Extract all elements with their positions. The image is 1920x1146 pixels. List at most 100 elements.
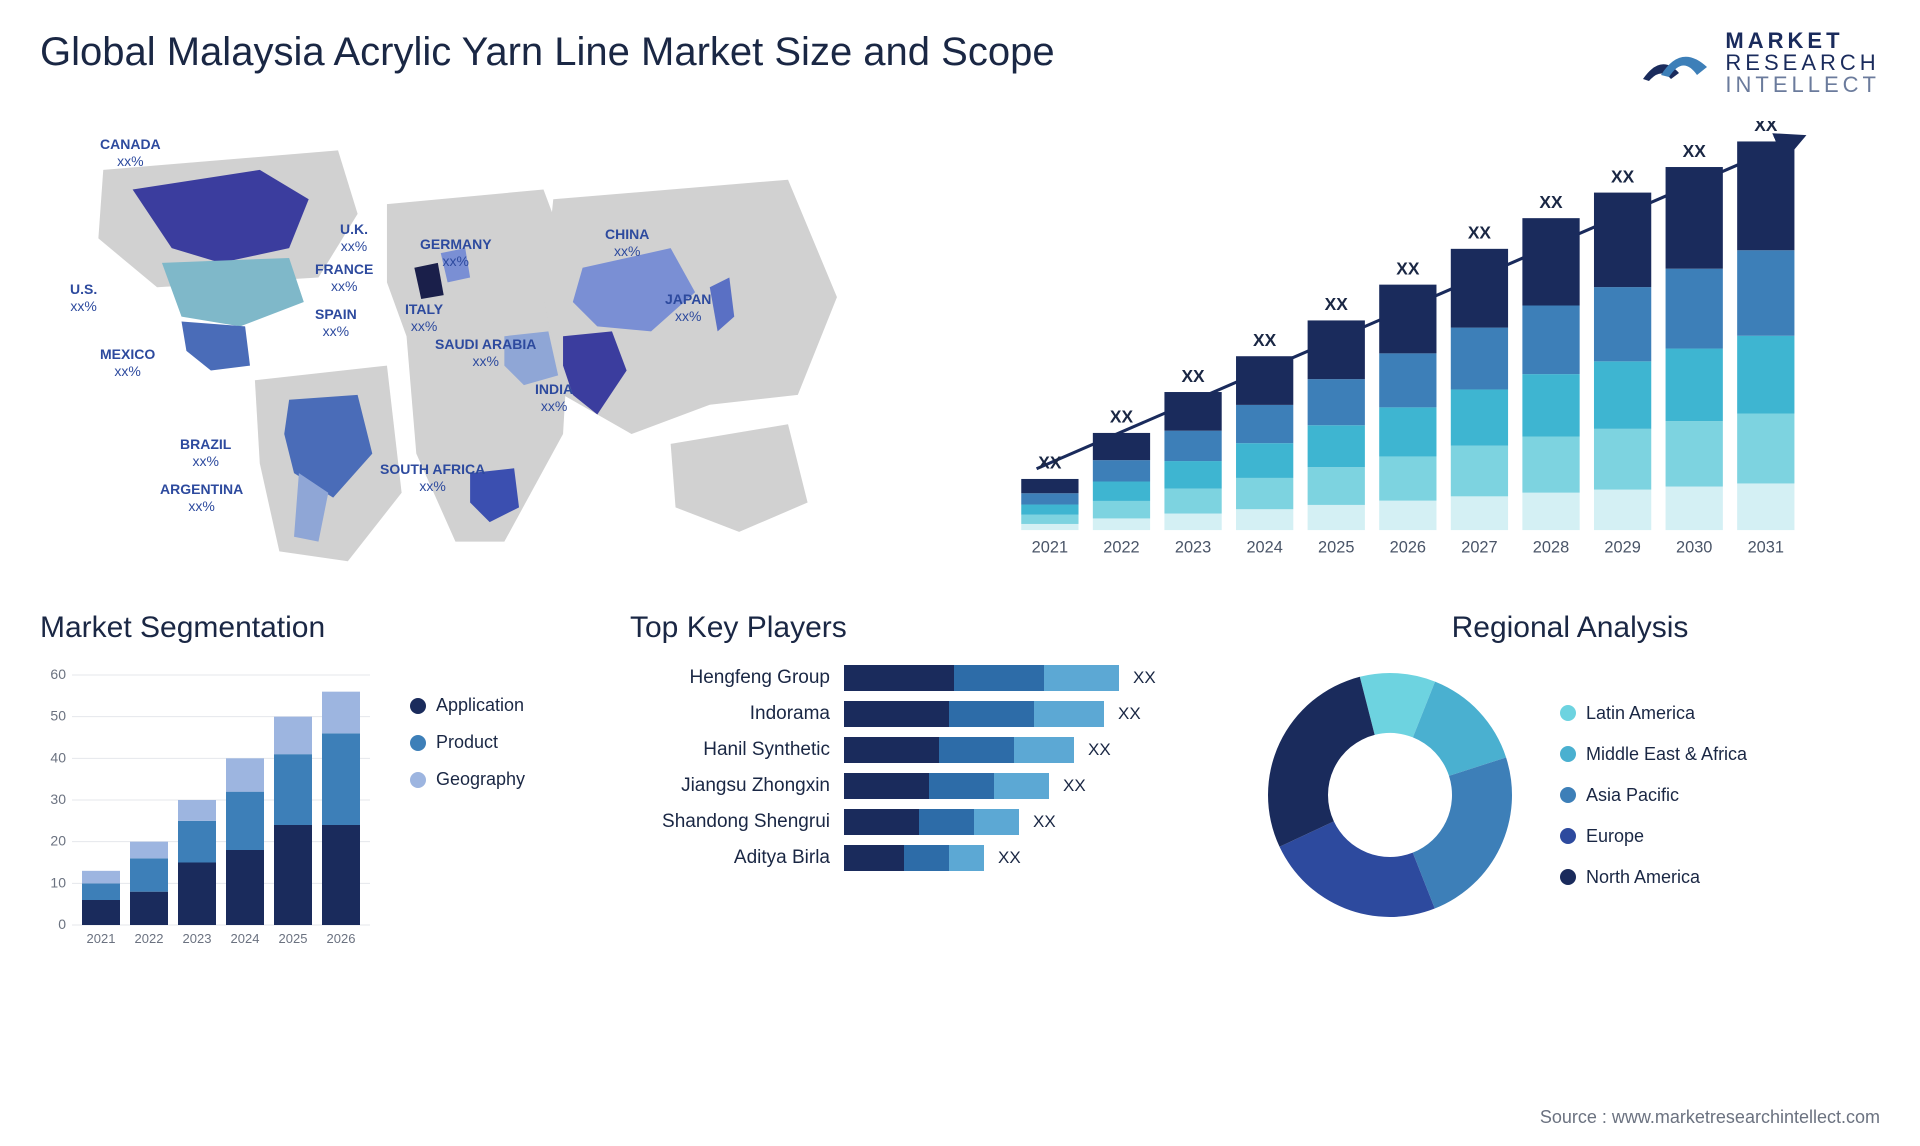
forecast-chart-svg: XX2021XX2022XX2023XX2024XX2025XX2026XX20… <box>950 121 1880 571</box>
player-name: Shandong Shengrui <box>630 811 830 833</box>
player-value: XX <box>1133 668 1156 688</box>
forecast-bar-label: XX <box>1683 141 1707 161</box>
seg-bar-seg <box>274 717 312 755</box>
seg-legend-item: Geography <box>410 769 525 790</box>
map-label-china: CHINAxx% <box>605 226 649 260</box>
forecast-bar-seg <box>1308 320 1365 379</box>
segmentation-title: Market Segmentation <box>40 611 580 645</box>
forecast-chart-panel: XX2021XX2022XX2023XX2024XX2025XX2026XX20… <box>950 121 1880 571</box>
forecast-year-label: 2029 <box>1604 539 1640 557</box>
forecast-bar-seg <box>1236 443 1293 478</box>
seg-bar-seg <box>130 892 168 925</box>
player-bar <box>844 809 1019 835</box>
map-label-germany: GERMANYxx% <box>420 236 492 270</box>
regional-legend: Latin AmericaMiddle East & AfricaAsia Pa… <box>1560 703 1747 888</box>
forecast-bar-label: XX <box>1396 258 1420 278</box>
forecast-bar-seg <box>1451 496 1508 530</box>
regional-legend-item: Asia Pacific <box>1560 785 1747 806</box>
player-value: XX <box>998 848 1021 868</box>
forecast-bar-seg <box>1594 287 1651 361</box>
forecast-bar-label: XX <box>1253 330 1277 350</box>
svg-text:40: 40 <box>50 749 66 765</box>
player-row: Aditya BirlaXX <box>630 845 1210 871</box>
segmentation-panel: Market Segmentation 01020304050602021202… <box>40 611 580 991</box>
forecast-bar-seg <box>1451 389 1508 445</box>
forecast-bar-seg <box>1737 336 1794 414</box>
forecast-bar-seg <box>1093 501 1150 518</box>
forecast-bar-seg <box>1737 141 1794 250</box>
segmentation-legend: ApplicationProductGeography <box>410 665 525 955</box>
forecast-bar-seg <box>1021 515 1078 524</box>
forecast-bar-label: XX <box>1110 407 1134 427</box>
forecast-bar-seg <box>1236 356 1293 405</box>
forecast-bar-seg <box>1308 379 1365 425</box>
forecast-bar-seg <box>1666 487 1723 531</box>
forecast-bar-seg <box>1236 509 1293 530</box>
forecast-bar-seg <box>1021 505 1078 515</box>
player-name: Indorama <box>630 703 830 725</box>
player-value: XX <box>1033 812 1056 832</box>
seg-bar-seg <box>226 758 264 791</box>
forecast-bar-seg <box>1451 328 1508 390</box>
seg-bar-seg <box>322 692 360 734</box>
forecast-year-label: 2026 <box>1390 539 1426 557</box>
key-players-panel: Top Key Players Hengfeng GroupXXIndorama… <box>630 611 1210 991</box>
seg-bar-seg <box>178 863 216 926</box>
forecast-bar-seg <box>1522 374 1579 436</box>
player-value: XX <box>1063 776 1086 796</box>
world-map-panel: CANADAxx%U.S.xx%MEXICOxx%BRAZILxx%ARGENT… <box>40 121 910 571</box>
svg-text:60: 60 <box>50 666 66 682</box>
map-label-canada: CANADAxx% <box>100 136 161 170</box>
forecast-bar-seg <box>1379 456 1436 500</box>
seg-bar-seg <box>274 754 312 825</box>
seg-bar-seg <box>226 792 264 850</box>
donut-chart-svg <box>1260 665 1520 925</box>
forecast-bar-seg <box>1164 392 1221 431</box>
svg-text:0: 0 <box>58 916 66 932</box>
logo-line3: INTELLECT <box>1725 74 1880 96</box>
forecast-bar-seg <box>1379 407 1436 456</box>
seg-bar-seg <box>82 900 120 925</box>
player-value: XX <box>1088 740 1111 760</box>
forecast-year-label: 2024 <box>1246 539 1282 557</box>
regional-legend-item: Latin America <box>1560 703 1747 724</box>
seg-bar-seg <box>82 871 120 884</box>
seg-bar-seg <box>178 821 216 863</box>
forecast-bar-seg <box>1522 306 1579 375</box>
map-label-brazil: BRAZILxx% <box>180 436 231 470</box>
player-row: Shandong Shengrui XX <box>630 809 1210 835</box>
seg-year-label: 2022 <box>135 931 164 946</box>
forecast-bar-seg <box>1666 421 1723 486</box>
forecast-year-label: 2027 <box>1461 539 1497 557</box>
seg-year-label: 2025 <box>279 931 308 946</box>
forecast-bar-seg <box>1236 405 1293 443</box>
player-name: Hanil Synthetic <box>630 739 830 761</box>
forecast-bar-seg <box>1522 218 1579 305</box>
map-label-india: INDIAxx% <box>535 381 573 415</box>
country-us <box>162 258 304 326</box>
regional-title: Regional Analysis <box>1260 611 1880 645</box>
forecast-year-label: 2023 <box>1175 539 1211 557</box>
donut-slice <box>1413 757 1512 908</box>
forecast-bar-label: XX <box>1611 166 1635 186</box>
svg-text:30: 30 <box>50 791 66 807</box>
map-label-uk: U.K.xx% <box>340 221 368 255</box>
forecast-bar-label: XX <box>1468 223 1492 243</box>
forecast-bar-seg <box>1666 349 1723 422</box>
forecast-bar-label: XX <box>1181 366 1205 386</box>
player-bar <box>844 701 1104 727</box>
player-bar <box>844 773 1049 799</box>
forecast-bar-label: XX <box>1325 294 1349 314</box>
forecast-bar-seg <box>1021 493 1078 504</box>
logo-swoosh-icon <box>1641 35 1713 91</box>
forecast-bar-seg <box>1308 425 1365 467</box>
player-bar <box>844 737 1074 763</box>
seg-year-label: 2023 <box>183 931 212 946</box>
forecast-bar-seg <box>1236 478 1293 509</box>
forecast-bar-seg <box>1451 446 1508 497</box>
seg-legend-item: Product <box>410 732 525 753</box>
forecast-bar-seg <box>1164 489 1221 514</box>
forecast-year-label: 2030 <box>1676 539 1712 557</box>
forecast-bar-seg <box>1522 493 1579 530</box>
forecast-year-label: 2025 <box>1318 539 1354 557</box>
